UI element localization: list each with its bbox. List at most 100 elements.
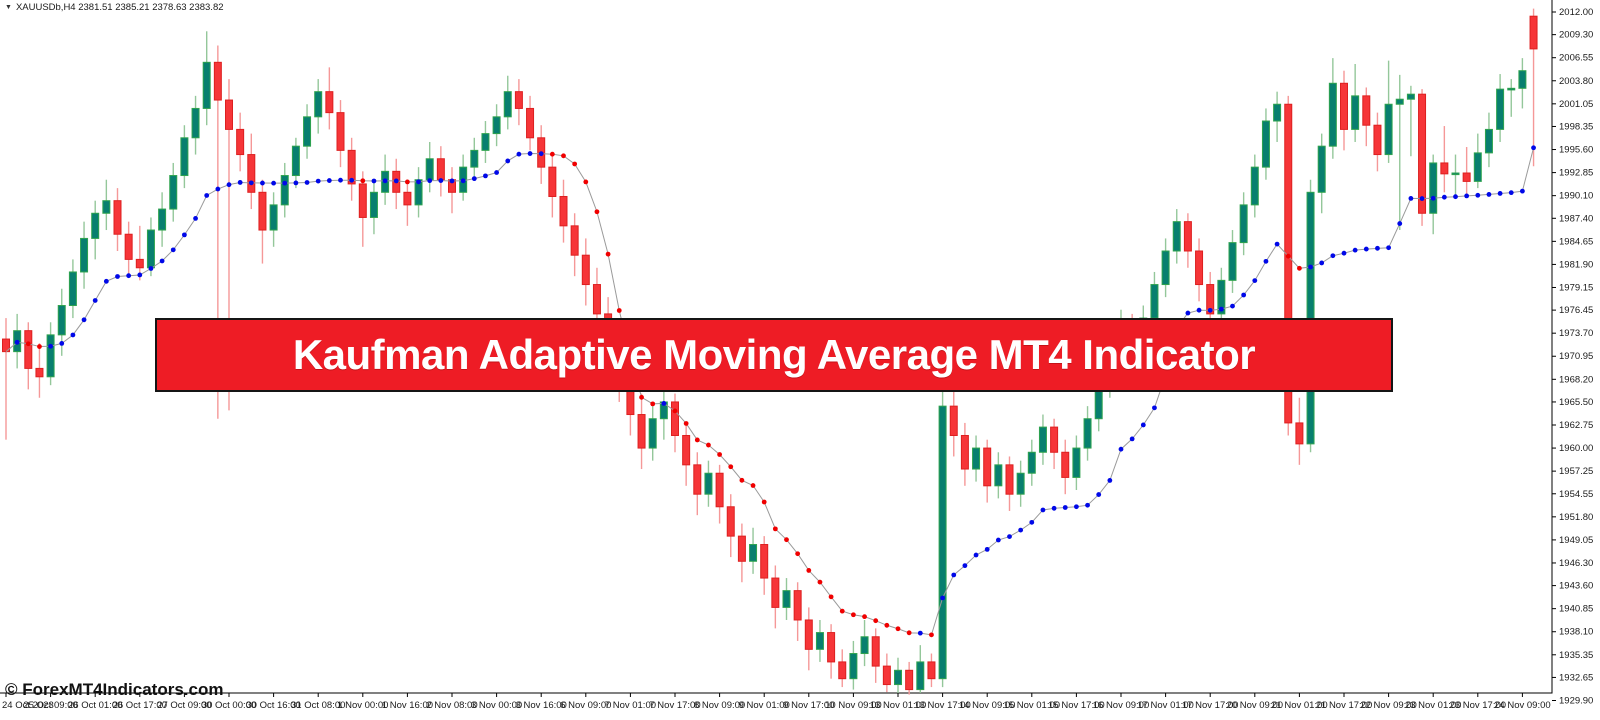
kama-dot-down	[929, 632, 934, 638]
price-axis-label: 1943.60	[1559, 581, 1593, 592]
price-axis-label: 1970.95	[1559, 351, 1593, 362]
kama-dot-up	[1096, 492, 1102, 497]
candle-body	[1429, 162, 1438, 214]
time-axis-label: 24 Nov 09:00	[1494, 700, 1551, 711]
kama-dot-up	[338, 177, 343, 183]
candle-body	[1507, 87, 1516, 91]
kama-dot-down	[717, 452, 722, 457]
candle-body	[1418, 93, 1427, 214]
price-axis-label: 1935.35	[1559, 650, 1593, 661]
candle-body	[436, 158, 445, 181]
kama-dot-down	[884, 622, 890, 628]
candle-body	[470, 149, 479, 168]
kama-dot-up	[1341, 250, 1347, 256]
candle-body	[91, 212, 100, 239]
kama-dot-down	[895, 626, 901, 632]
time-axis-label: 10 Nov 09:00	[825, 700, 882, 711]
kama-dot-down	[906, 630, 912, 636]
candle-body	[860, 636, 869, 655]
time-axis-label: 2 Nov 08:00	[426, 700, 477, 711]
kama-dot-down	[405, 179, 410, 185]
price-axis-label: 2003.80	[1559, 76, 1593, 87]
kama-dot-up	[148, 266, 154, 271]
candle-body	[146, 229, 155, 269]
price-axis-label: 1995.60	[1559, 145, 1593, 156]
candle-body	[1473, 152, 1482, 182]
price-axis-label: 1984.65	[1559, 236, 1593, 247]
time-axis-label: 25 Oct 09:00	[23, 700, 77, 711]
kama-dot-up	[1207, 307, 1213, 313]
candle-body	[827, 632, 836, 663]
kama-dot-up	[460, 178, 466, 184]
time-axis-label: 3 Nov 00:00	[471, 700, 522, 711]
kama-dot-up	[103, 278, 109, 284]
kama-dot-up	[1007, 534, 1012, 539]
kama-dot-up	[48, 343, 53, 349]
candle-body	[68, 271, 77, 307]
kama-dot-up	[349, 177, 355, 183]
kama-dot-down	[594, 209, 600, 215]
candle-body	[369, 191, 378, 218]
kama-dot-up	[995, 537, 1001, 543]
candle-body	[1261, 120, 1270, 168]
kama-dot-up	[427, 178, 433, 184]
candle-body	[1317, 145, 1326, 193]
price-axis-label: 1987.40	[1559, 213, 1593, 224]
candle-body	[1217, 279, 1226, 315]
time-axis-label: 30 Oct 16:00	[246, 700, 300, 711]
price-axis-label: 1962.75	[1559, 420, 1593, 431]
candle-body	[503, 91, 512, 118]
kama-dot-down	[639, 394, 644, 400]
kama-dot-up	[1018, 527, 1024, 533]
kama-dot-up	[1051, 505, 1057, 511]
candle-body	[492, 116, 501, 135]
kama-dot-up	[1531, 145, 1536, 151]
kama-dot-down	[683, 421, 689, 426]
time-axis-label: 15 Nov 01:00	[1004, 700, 1061, 711]
kama-dot-up	[1107, 478, 1113, 483]
price-axis-label: 1940.85	[1559, 604, 1593, 615]
kama-dot-up	[1274, 241, 1280, 247]
time-axis-label: 21 Nov 01:00	[1271, 700, 1328, 711]
kama-dot-up	[204, 193, 210, 198]
price-axis-label: 1929.90	[1559, 695, 1593, 706]
candle-body	[526, 107, 535, 139]
candle-body	[793, 590, 802, 621]
candle-body	[949, 405, 958, 436]
time-axis-label: 17 Nov 17:00	[1182, 700, 1239, 711]
kama-dot-down	[784, 537, 789, 543]
time-axis-label: 7 Nov 17:00	[649, 700, 700, 711]
kama-dot-up	[382, 178, 388, 184]
kama-dot-up	[14, 339, 20, 345]
kama-dot-up	[1230, 303, 1235, 309]
kama-dot-down	[795, 551, 801, 557]
candle-body	[592, 284, 601, 315]
kama-dot-up	[1029, 519, 1035, 525]
time-axis-label: 6 Nov 09:00	[560, 700, 611, 711]
kama-dot-up	[1475, 192, 1481, 198]
banner-title-text: Kaufman Adaptive Moving Average MT4 Indi…	[292, 331, 1256, 378]
candle-body	[158, 208, 167, 231]
kama-dot-up	[226, 182, 232, 188]
kama-dot-up	[483, 173, 488, 179]
symbol-ohlc-readout: XAUUSDb,H4 2381.51 2385.21 2378.63 2383.…	[15, 2, 224, 13]
candle-body	[905, 669, 914, 691]
candle-body	[983, 447, 992, 487]
symbol-dropdown-icon[interactable]: ▼	[5, 4, 12, 11]
candle-body	[1518, 70, 1527, 89]
kama-dot-up	[1386, 245, 1391, 251]
kama-dot-down	[25, 341, 31, 347]
kama-dot-up	[973, 552, 979, 558]
price-axis-label: 1973.70	[1559, 328, 1593, 339]
kama-dot-down	[672, 408, 678, 414]
kama-dot-down	[873, 618, 879, 624]
candle-body	[202, 61, 211, 109]
kama-dot-up	[304, 180, 310, 185]
kama-dot-up	[1352, 247, 1358, 253]
kama-dot-down	[772, 526, 778, 532]
candle-body	[1340, 82, 1348, 130]
kama-dot-up	[527, 151, 533, 156]
price-axis-label: 1960.00	[1559, 443, 1593, 454]
time-axis-label: 24 Oct 2023	[2, 700, 54, 711]
